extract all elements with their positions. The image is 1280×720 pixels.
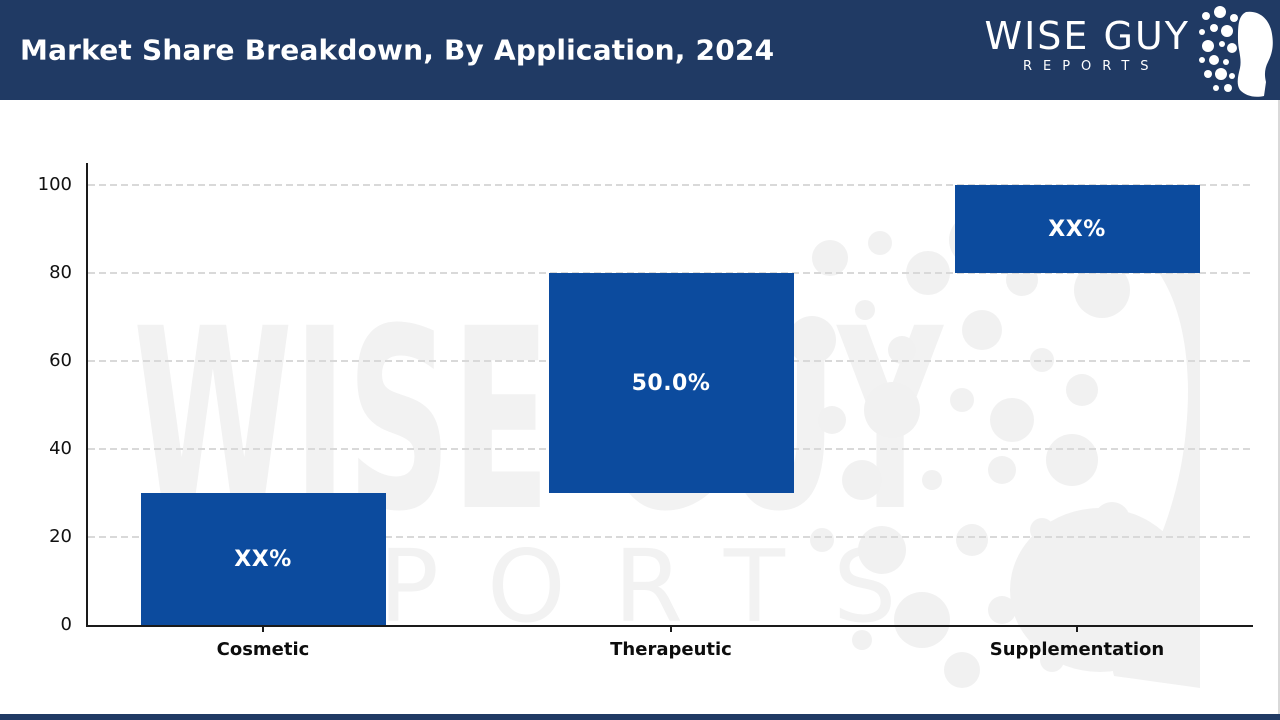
x-category-label-therapeutic: Therapeutic xyxy=(610,639,732,660)
y-tick-label-40: 40 xyxy=(49,438,72,459)
logo-subtitle: REPORTS xyxy=(1022,58,1160,74)
page-title: Market Share Breakdown, By Application, … xyxy=(20,33,775,67)
x-category-label-supplementation: Supplementation xyxy=(989,639,1165,660)
x-category-label-cosmetic: Cosmetic xyxy=(216,639,310,660)
y-tick-label-100: 100 xyxy=(37,174,72,195)
bar-supplementation: XX% xyxy=(954,185,1200,273)
bar-value-label: XX% xyxy=(1048,216,1106,242)
bar-value-label: 50.0% xyxy=(631,370,711,396)
y-axis-spine xyxy=(86,163,88,625)
y-tick-label-60: 60 xyxy=(49,350,72,371)
x-tick-mark-supplementation xyxy=(1076,625,1078,632)
y-tick-label-20: 20 xyxy=(49,526,72,547)
x-tick-mark-cosmetic xyxy=(262,625,264,632)
footer-accent-bar xyxy=(0,714,1280,720)
header-bar: Market Share Breakdown, By Application, … xyxy=(0,0,1280,100)
x-tick-mark-therapeutic xyxy=(670,625,672,632)
chart-canvas: WISE GUY REPORTS 0 20 40 60 80 100 XX% Cosmetic… xyxy=(0,100,1280,714)
y-tick-label-80: 80 xyxy=(49,262,72,283)
plot-area: 0 20 40 60 80 100 XX% Cosmetic 50.0% Therapeutic X… xyxy=(38,163,1253,660)
bar-cosmetic: XX% xyxy=(140,493,386,625)
bar-value-label: XX% xyxy=(234,546,292,572)
bar-therapeutic: 50.0% xyxy=(548,273,794,493)
x-axis-spine xyxy=(86,625,1253,627)
logo-face-icon xyxy=(1199,6,1273,97)
y-tick-label-0: 0 xyxy=(60,614,72,635)
brand-logo: WISE GUY REPORTS xyxy=(984,14,1190,74)
watermark-face-icon xyxy=(788,218,1200,688)
gridline-y-20 xyxy=(88,536,1253,538)
gridline-y-100 xyxy=(88,184,1253,186)
logo-wordmark: WISE GUY xyxy=(984,14,1190,58)
